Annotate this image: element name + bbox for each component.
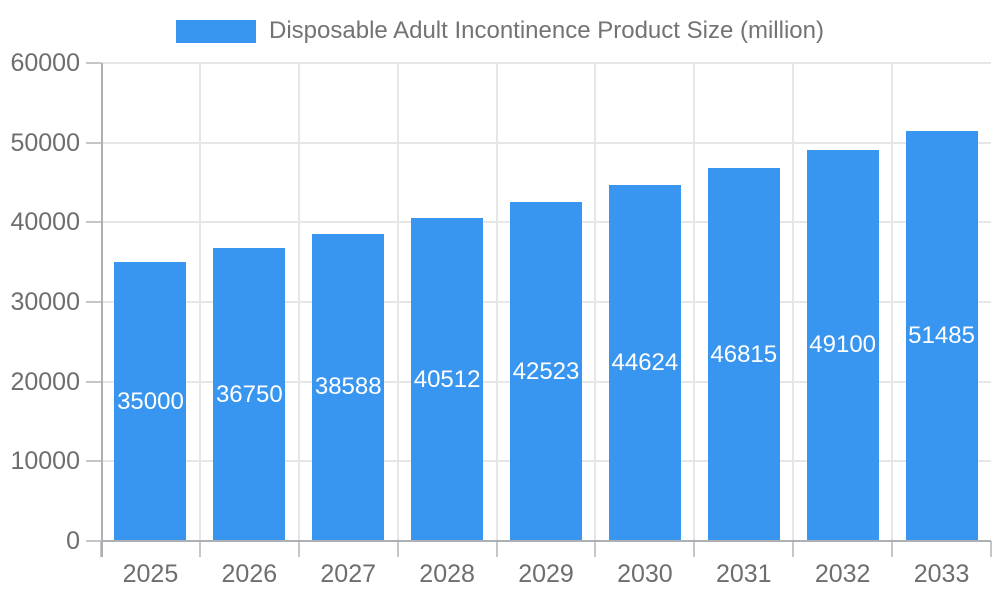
y-tick-label: 60000 [10,49,80,77]
legend-label: Disposable Adult Incontinence Product Si… [269,17,824,44]
bar-value-label: 40512 [413,365,481,393]
bar[interactable] [114,262,187,541]
x-tick-label: 2033 [913,560,970,588]
x-tick-label: 2027 [320,560,377,588]
x-gridline [297,63,300,541]
y-tick [86,380,101,383]
x-tick [297,541,300,557]
bar-value-label: 35000 [117,387,184,415]
y-tick-label: 10000 [10,447,80,476]
bar-value-label: 44624 [611,349,679,377]
bar[interactable] [608,185,681,541]
x-tick-label: 2032 [814,560,871,588]
x-gridline [198,63,201,541]
y-tick-label: 20000 [10,367,80,396]
x-gridline [396,63,399,541]
y-gridline [101,62,991,64]
legend[interactable]: Disposable Adult Incontinence Product Si… [0,17,1000,45]
x-tick-label: 2029 [518,560,574,588]
bar-value-label: 46815 [710,340,778,368]
x-gridline [693,63,696,541]
x-tick [891,541,894,557]
y-tick [86,62,101,64]
y-tick [86,221,101,224]
x-gridline [792,63,795,541]
y-gridline [101,141,991,144]
x-tick [396,541,399,557]
y-tick-label: 50000 [10,128,80,157]
y-tick [86,301,101,303]
y-tick [86,460,101,463]
y-tick-label: 40000 [10,208,80,237]
x-axis-line [101,540,991,542]
bar-value-label: 36750 [215,380,283,408]
x-tick-label: 2030 [617,560,673,588]
x-tick [594,541,597,557]
bar[interactable] [707,168,780,541]
x-tick [990,541,992,557]
bar[interactable] [411,218,484,541]
bar[interactable] [213,248,286,541]
y-tick-label: 0 [66,527,80,555]
x-tick-label: 2026 [221,560,278,588]
x-gridline [495,63,498,541]
bar[interactable] [312,233,385,541]
x-tick [693,541,696,557]
x-tick [792,541,795,557]
y-tick [86,540,101,542]
x-tick-label: 2031 [715,560,772,588]
x-tick-label: 2028 [419,560,475,588]
y-tick [86,141,101,144]
x-tick [495,541,498,557]
y-axis-line [101,63,103,557]
bar[interactable] [510,202,582,541]
bar-value-label: 51485 [908,321,975,349]
x-gridline [891,63,894,541]
bar[interactable] [905,130,978,541]
bar-value-label: 49100 [809,331,877,359]
x-tick-label: 2025 [122,560,179,588]
y-tick-label: 30000 [10,288,80,316]
x-gridline [594,63,597,541]
bar-value-label: 38588 [314,373,382,401]
x-tick [198,541,201,557]
legend-swatch[interactable] [176,19,257,43]
bar[interactable] [806,149,879,541]
bar-value-label: 42523 [512,357,580,385]
